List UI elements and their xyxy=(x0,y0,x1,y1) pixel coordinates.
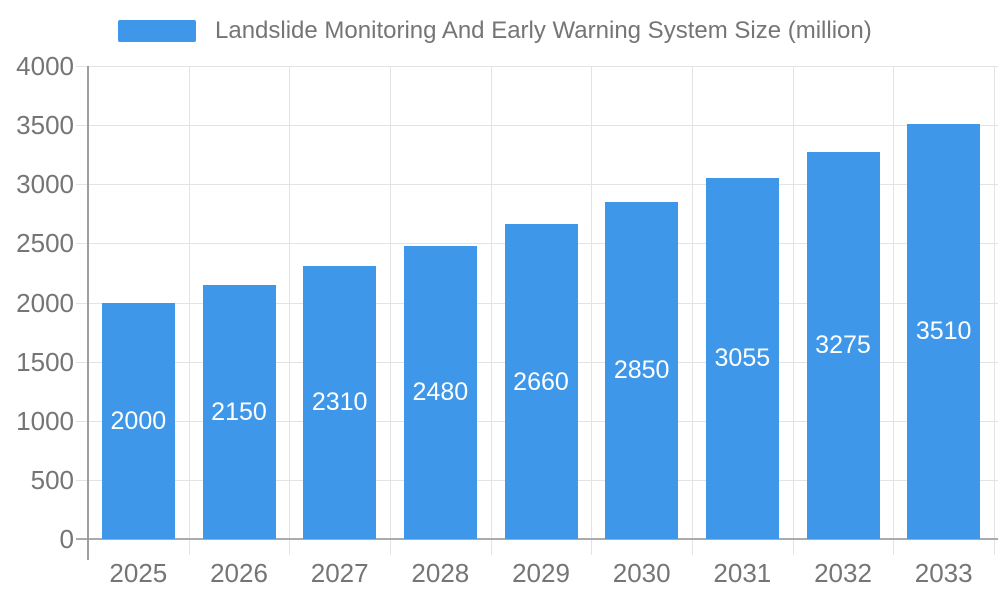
bar-2027[interactable] xyxy=(303,265,377,539)
bar-2025[interactable] xyxy=(101,302,175,539)
y-tick-label-0: 0 xyxy=(59,524,74,554)
bar-value-label-2033: 3510 xyxy=(915,317,972,346)
bar-value-label-2031: 3055 xyxy=(714,344,771,373)
gridline-vertical xyxy=(591,66,593,555)
bar-value-label-2028: 2480 xyxy=(412,378,469,407)
y-tick-label-4000: 4000 xyxy=(16,51,74,81)
gridline-vertical xyxy=(893,66,895,555)
y-tick-label-3000: 3000 xyxy=(16,169,74,200)
x-tick-label-2025: 2025 xyxy=(109,558,168,588)
bar-value-label-2030: 2850 xyxy=(613,356,670,385)
x-tick-label-2028: 2028 xyxy=(411,558,470,588)
y-tick-label-1000: 1000 xyxy=(16,405,74,436)
y-tick-label-2500: 2500 xyxy=(16,228,74,259)
bar-value-label-2027: 2310 xyxy=(311,388,368,417)
x-tick-label-2032: 2032 xyxy=(814,558,872,588)
bar-2029[interactable] xyxy=(504,224,578,539)
bar-value-label-2026: 2150 xyxy=(211,397,267,426)
gridline-vertical xyxy=(289,66,291,555)
y-axis-line xyxy=(87,66,89,560)
bar-2030[interactable] xyxy=(605,201,679,539)
y-tick-label-3500: 3500 xyxy=(16,110,74,141)
gridline-horizontal xyxy=(76,125,998,127)
bar-value-label-2029: 2660 xyxy=(513,367,569,396)
y-tick-label-1500: 1500 xyxy=(16,346,74,377)
bar-value-label-2032: 3275 xyxy=(815,331,871,360)
x-tick-label-2027: 2027 xyxy=(310,558,369,588)
x-tick-label-2026: 2026 xyxy=(210,558,268,588)
gridline-vertical xyxy=(994,66,995,555)
x-axis-baseline xyxy=(76,538,998,540)
bar-value-label-2025: 2000 xyxy=(110,406,167,435)
gridline-vertical xyxy=(692,66,693,555)
gridline-vertical xyxy=(390,66,391,555)
bar-2032[interactable] xyxy=(806,151,880,539)
gridline-vertical xyxy=(792,66,794,555)
bar-2031[interactable] xyxy=(705,177,779,539)
bar-2028[interactable] xyxy=(403,245,477,539)
bar-2033[interactable] xyxy=(907,123,981,539)
x-tick-label-2031: 2031 xyxy=(713,558,772,588)
gridline-vertical xyxy=(188,66,190,555)
legend-swatch xyxy=(118,20,196,42)
legend-label: Landslide Monitoring And Early Warning S… xyxy=(215,17,872,44)
y-tick-label-2000: 2000 xyxy=(16,287,74,318)
x-tick-label-2030: 2030 xyxy=(612,558,671,588)
gridline-horizontal xyxy=(76,66,998,67)
bar-2026[interactable] xyxy=(202,284,276,539)
gridline-vertical xyxy=(490,66,492,555)
chart-legend[interactable]: Landslide Monitoring And Early Warning S… xyxy=(118,17,872,45)
gridline-horizontal xyxy=(76,184,998,186)
x-tick-label-2029: 2029 xyxy=(512,558,570,588)
x-tick-label-2033: 2033 xyxy=(914,558,973,588)
y-tick-label-500: 500 xyxy=(30,464,74,495)
